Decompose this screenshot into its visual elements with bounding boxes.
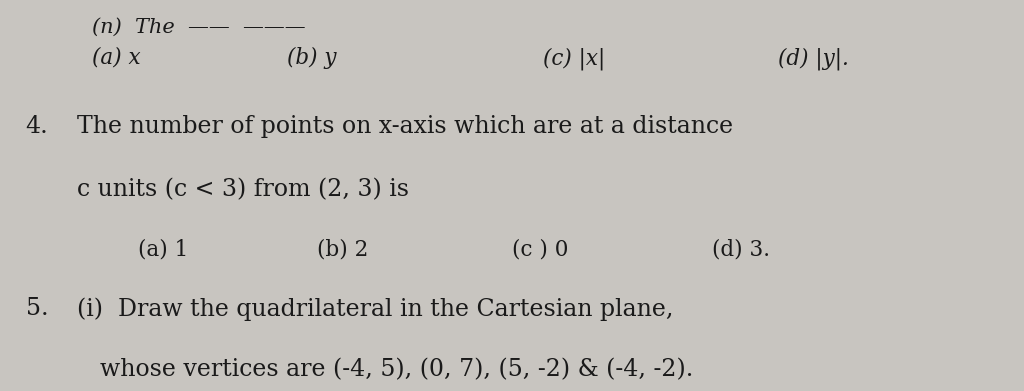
Text: (c ) 0: (c ) 0: [512, 239, 568, 260]
Text: (b) 2: (b) 2: [317, 239, 369, 260]
Text: (c) |x|: (c) |x|: [543, 47, 605, 70]
Text: (i)  Draw the quadrilateral in the Cartesian plane,: (i) Draw the quadrilateral in the Cartes…: [77, 297, 674, 321]
Text: whose vertices are (-4, 5), (0, 7), (5, -2) & (-4, -2).: whose vertices are (-4, 5), (0, 7), (5, …: [100, 358, 693, 381]
Text: c units (c < 3) from (2, 3) is: c units (c < 3) from (2, 3) is: [77, 178, 409, 201]
Text: (d) 3.: (d) 3.: [712, 239, 770, 260]
Text: 4.: 4.: [26, 115, 48, 138]
Text: The number of points on x-axis which are at a distance: The number of points on x-axis which are…: [77, 115, 733, 138]
Text: (a) x: (a) x: [92, 47, 140, 69]
Text: 5.: 5.: [26, 297, 48, 320]
Text: (d) |y|.: (d) |y|.: [778, 47, 849, 70]
Text: (a) 1: (a) 1: [138, 239, 188, 260]
Text: (b) y: (b) y: [287, 47, 336, 69]
Text: (n)  The  ——  ———: (n) The —— ———: [92, 18, 306, 37]
